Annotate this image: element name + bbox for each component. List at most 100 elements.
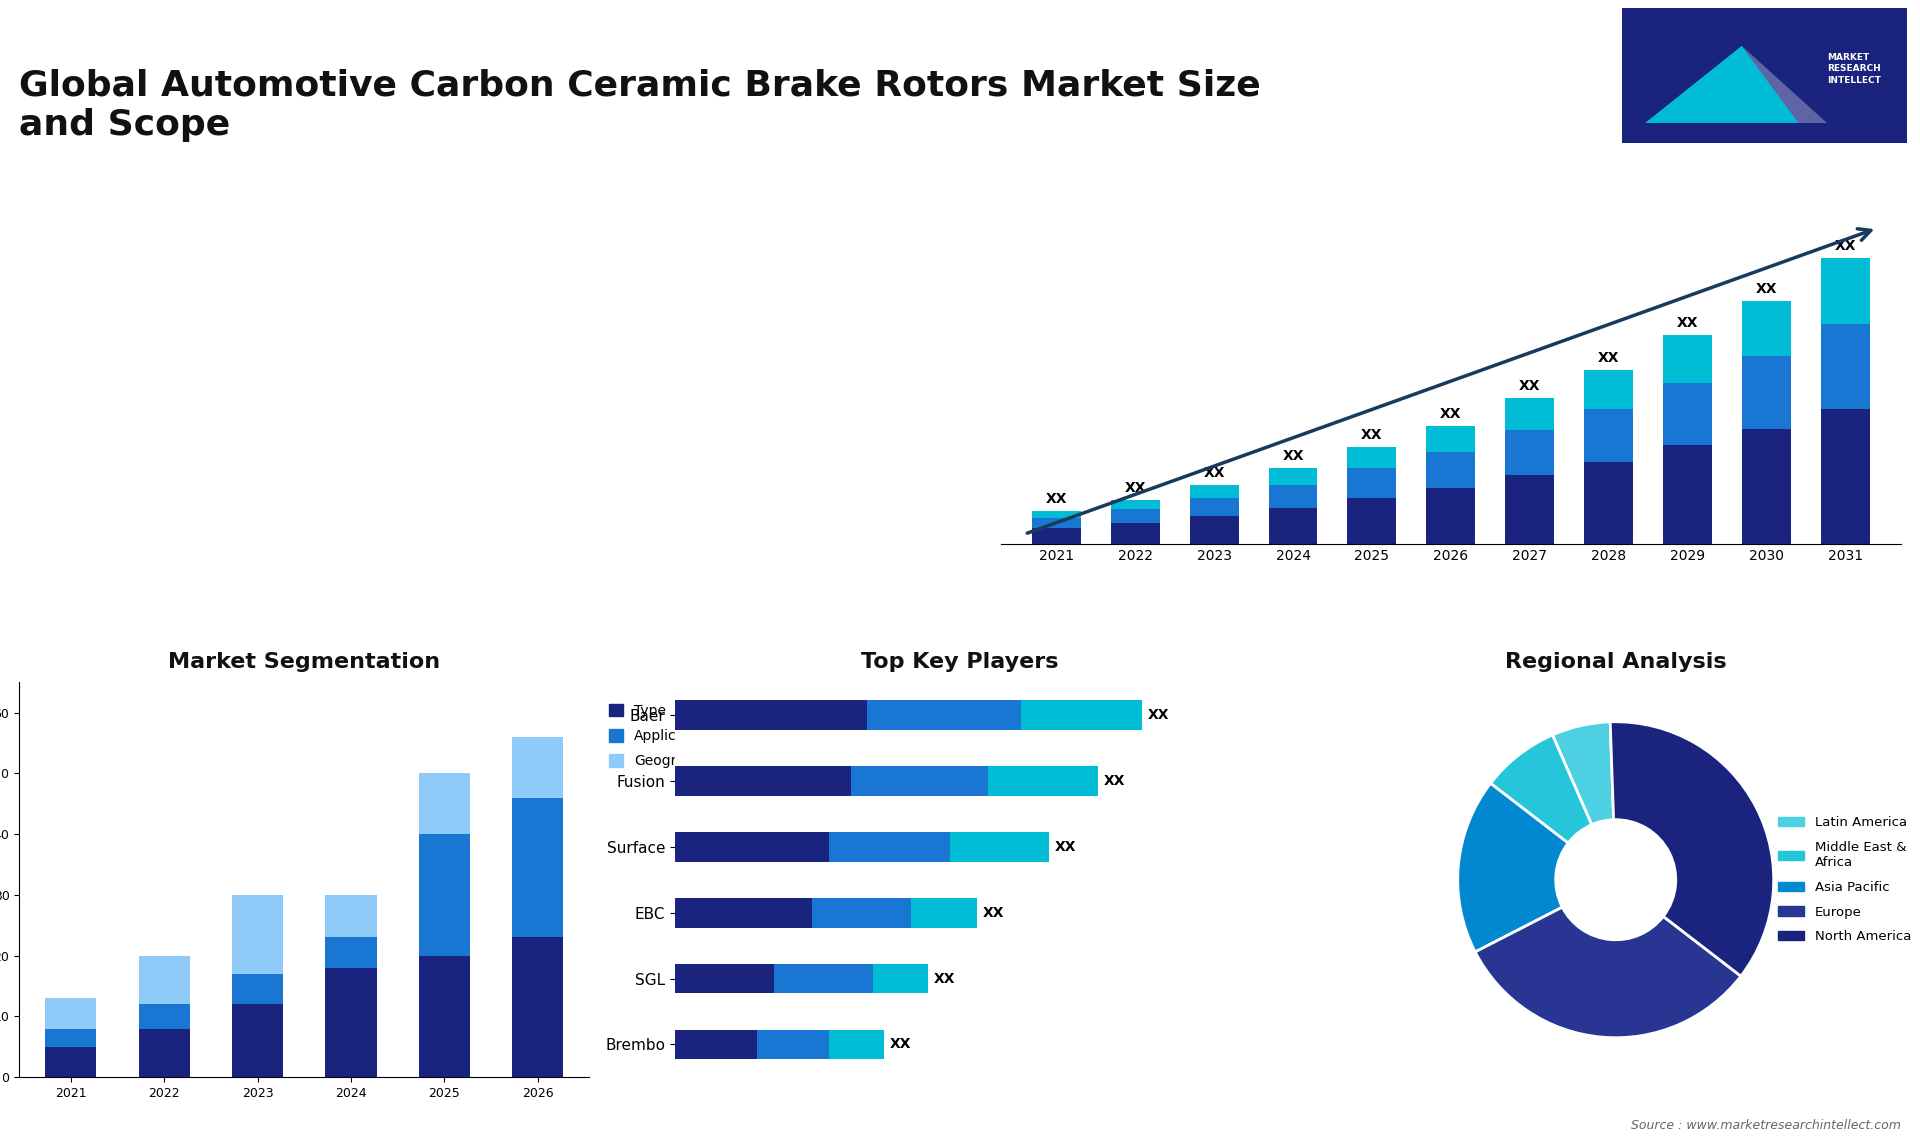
Bar — [324, 968, 376, 1077]
Legend: Type, Application, Geography: Type, Application, Geography — [603, 697, 718, 775]
Bar — [1741, 300, 1791, 356]
Bar — [1190, 516, 1238, 544]
Text: XX: XX — [1148, 708, 1169, 722]
Text: XX: XX — [1204, 465, 1225, 480]
Bar — [874, 964, 927, 994]
Text: XX: XX — [1440, 407, 1461, 421]
Text: XX: XX — [983, 905, 1004, 920]
Text: MARKET
RESEARCH
INTELLECT: MARKET RESEARCH INTELLECT — [1828, 53, 1882, 85]
Bar — [44, 1029, 96, 1046]
Wedge shape — [1490, 735, 1592, 843]
Title: Market Segmentation: Market Segmentation — [169, 652, 440, 673]
Bar — [1348, 447, 1396, 469]
Bar — [676, 964, 774, 994]
Text: XX: XX — [1283, 449, 1304, 463]
Bar — [774, 964, 874, 994]
Wedge shape — [1553, 722, 1613, 825]
Bar — [676, 766, 851, 795]
Text: XX: XX — [1125, 480, 1146, 495]
Bar — [419, 774, 470, 834]
Bar — [1269, 508, 1317, 544]
Bar — [950, 832, 1048, 862]
Bar — [676, 897, 812, 927]
Bar — [324, 895, 376, 937]
Bar — [1584, 462, 1634, 544]
Bar — [1505, 474, 1555, 544]
Bar — [1505, 431, 1555, 474]
Bar — [513, 798, 563, 937]
Bar — [1663, 383, 1713, 446]
Bar — [44, 998, 96, 1029]
Bar — [138, 1029, 190, 1077]
Bar — [756, 1029, 829, 1059]
Bar — [676, 832, 829, 862]
Title: Regional Analysis: Regional Analysis — [1505, 652, 1726, 673]
Bar — [829, 1029, 883, 1059]
Title: Top Key Players: Top Key Players — [862, 652, 1058, 673]
Text: XX: XX — [1836, 238, 1857, 253]
Bar — [419, 834, 470, 956]
Bar — [812, 897, 912, 927]
Bar — [868, 700, 1021, 730]
Bar — [1110, 500, 1160, 510]
Wedge shape — [1457, 784, 1569, 952]
Bar — [1190, 497, 1238, 516]
Bar — [232, 974, 284, 1004]
Bar — [1427, 425, 1475, 452]
Wedge shape — [1475, 908, 1741, 1038]
Bar — [1348, 497, 1396, 544]
Bar — [419, 956, 470, 1077]
Bar — [676, 700, 868, 730]
Bar — [1190, 485, 1238, 497]
Bar — [44, 1046, 96, 1077]
Bar — [1820, 409, 1870, 544]
Text: XX: XX — [1519, 378, 1540, 393]
Text: Global Automotive Carbon Ceramic Brake Rotors Market Size
and Scope: Global Automotive Carbon Ceramic Brake R… — [19, 69, 1261, 142]
Bar — [912, 897, 977, 927]
Bar — [1584, 370, 1634, 409]
Bar — [232, 895, 284, 974]
Bar — [829, 832, 950, 862]
Legend: Latin America, Middle East &
Africa, Asia Pacific, Europe, North America: Latin America, Middle East & Africa, Asi… — [1772, 810, 1916, 949]
Polygon shape — [1645, 46, 1799, 123]
Bar — [1427, 452, 1475, 488]
Text: XX: XX — [889, 1037, 910, 1052]
Bar — [1584, 409, 1634, 462]
Polygon shape — [1741, 46, 1828, 123]
Text: XX: XX — [1361, 427, 1382, 442]
Bar — [138, 956, 190, 1004]
Bar — [1269, 469, 1317, 485]
Text: XX: XX — [1597, 351, 1619, 364]
Bar — [1663, 335, 1713, 383]
Bar — [1031, 527, 1081, 544]
Text: XX: XX — [1046, 492, 1068, 507]
Text: XX: XX — [1054, 840, 1075, 854]
Bar — [1348, 469, 1396, 497]
Bar — [1269, 485, 1317, 508]
Bar — [1741, 429, 1791, 544]
Bar — [1110, 523, 1160, 544]
Bar — [1663, 446, 1713, 544]
Bar — [1110, 510, 1160, 523]
Bar — [1820, 258, 1870, 323]
Text: XX: XX — [1757, 282, 1778, 296]
Bar — [676, 1029, 756, 1059]
Bar — [1031, 518, 1081, 527]
Text: XX: XX — [1104, 774, 1125, 788]
Bar — [1820, 323, 1870, 409]
Text: XX: XX — [1676, 316, 1699, 330]
Bar — [1427, 488, 1475, 544]
Bar — [1505, 398, 1555, 431]
Bar — [1031, 511, 1081, 518]
Bar — [232, 1004, 284, 1077]
Bar — [1741, 356, 1791, 429]
Bar — [324, 937, 376, 968]
Bar — [513, 937, 563, 1077]
Wedge shape — [1611, 722, 1774, 976]
Bar — [989, 766, 1098, 795]
Bar — [138, 1004, 190, 1029]
Bar — [513, 737, 563, 798]
Bar — [1021, 700, 1142, 730]
Text: XX: XX — [933, 972, 954, 986]
Text: Source : www.marketresearchintellect.com: Source : www.marketresearchintellect.com — [1630, 1120, 1901, 1132]
